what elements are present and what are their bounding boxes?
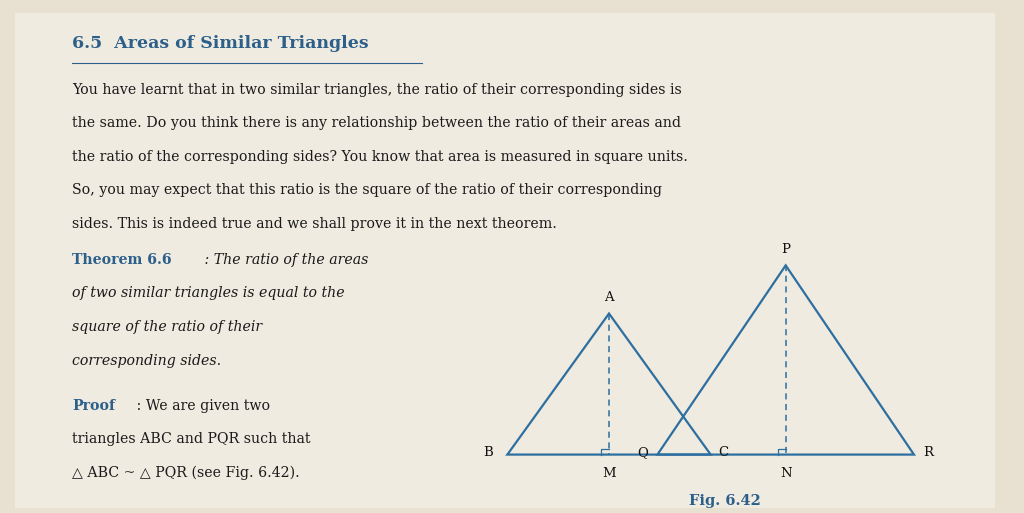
Text: B: B	[483, 446, 493, 459]
Text: triangles ABC and PQR such that: triangles ABC and PQR such that	[72, 432, 310, 446]
Text: the ratio of the corresponding sides? You know that area is measured in square u: the ratio of the corresponding sides? Yo…	[72, 150, 688, 164]
Text: sides. This is indeed true and we shall prove it in the next theorem.: sides. This is indeed true and we shall …	[72, 217, 557, 231]
Text: So, you may expect that this ratio is the square of the ratio of their correspon: So, you may expect that this ratio is th…	[72, 184, 662, 198]
Text: 6.5  Areas of Similar Triangles: 6.5 Areas of Similar Triangles	[72, 35, 369, 52]
Text: Theorem 6.6: Theorem 6.6	[72, 253, 172, 267]
Text: the same. Do you think there is any relationship between the ratio of their area: the same. Do you think there is any rela…	[72, 116, 681, 130]
Text: : We are given two: : We are given two	[132, 399, 270, 413]
Text: square of the ratio of their: square of the ratio of their	[72, 320, 262, 334]
Text: corresponding sides.: corresponding sides.	[72, 353, 221, 367]
FancyBboxPatch shape	[15, 13, 995, 508]
Text: : The ratio of the areas: : The ratio of the areas	[200, 253, 369, 267]
Text: A: A	[604, 291, 613, 304]
Text: Proof: Proof	[72, 399, 115, 413]
Text: N: N	[780, 467, 792, 480]
Text: M: M	[602, 467, 615, 480]
Text: △ ABC ~ △ PQR (see Fig. 6.42).: △ ABC ~ △ PQR (see Fig. 6.42).	[72, 466, 300, 480]
Text: of two similar triangles is equal to the: of two similar triangles is equal to the	[72, 286, 345, 301]
Text: P: P	[781, 243, 791, 256]
Text: Q: Q	[637, 446, 648, 459]
Text: You have learnt that in two similar triangles, the ratio of their corresponding : You have learnt that in two similar tria…	[72, 83, 682, 97]
Text: C: C	[718, 446, 728, 459]
Text: R: R	[924, 446, 934, 459]
Text: Fig. 6.42: Fig. 6.42	[689, 494, 761, 508]
